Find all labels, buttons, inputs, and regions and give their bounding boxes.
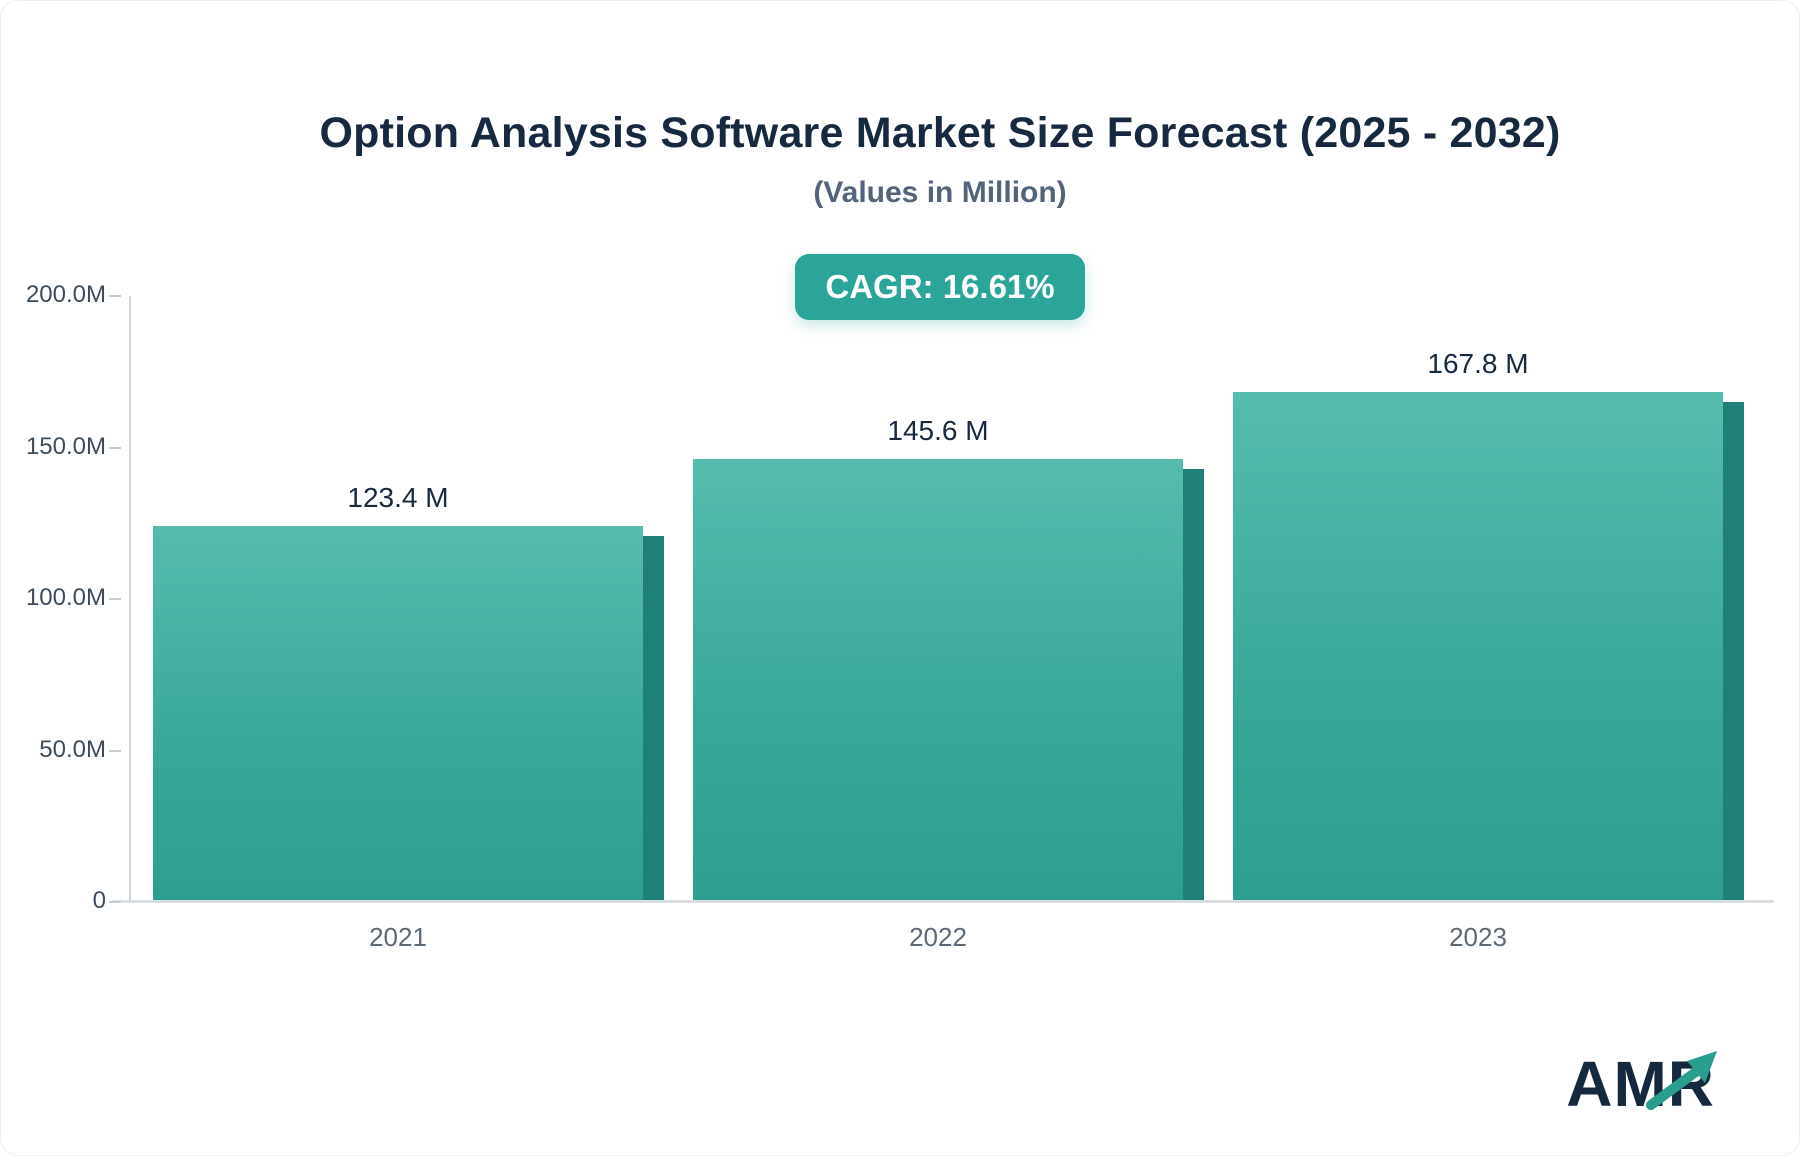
bar-value-label: 167.8 M xyxy=(1427,348,1529,379)
bar-2022 xyxy=(693,459,1183,900)
bar-side-face xyxy=(1723,402,1744,900)
bar-value-label: 123.4 M xyxy=(347,482,449,513)
y-tick-mark xyxy=(109,446,121,449)
y-tick-mark xyxy=(109,749,121,752)
amr-logo-text: AMR xyxy=(1566,1048,1715,1120)
x-tick-label: 2021 xyxy=(369,922,427,952)
y-tick-label: 100.0M xyxy=(25,584,106,611)
logo-arrow-icon xyxy=(1646,1051,1717,1110)
y-tick-mark xyxy=(109,295,121,297)
y-tick-label: 150.0M xyxy=(25,432,106,460)
y-tick-label: 0 xyxy=(92,887,106,914)
y-tick-label: 200.0M xyxy=(25,281,106,308)
bar-side-face xyxy=(643,536,664,900)
y-tick-label: 50.0M xyxy=(39,735,106,763)
amr-logo: AMR xyxy=(1566,1047,1717,1121)
bar-2023 xyxy=(1233,392,1723,900)
x-tick-label: 2022 xyxy=(909,922,967,952)
bar-2021 xyxy=(153,526,643,900)
y-tick-mark xyxy=(109,901,121,903)
x-axis-line xyxy=(112,900,1774,903)
bar-value-label: 145.6 M xyxy=(887,415,989,446)
x-tick-label: 2023 xyxy=(1449,922,1507,952)
y-tick-mark xyxy=(109,598,121,600)
bar-side-face xyxy=(1183,469,1204,900)
y-axis-line xyxy=(129,296,131,902)
